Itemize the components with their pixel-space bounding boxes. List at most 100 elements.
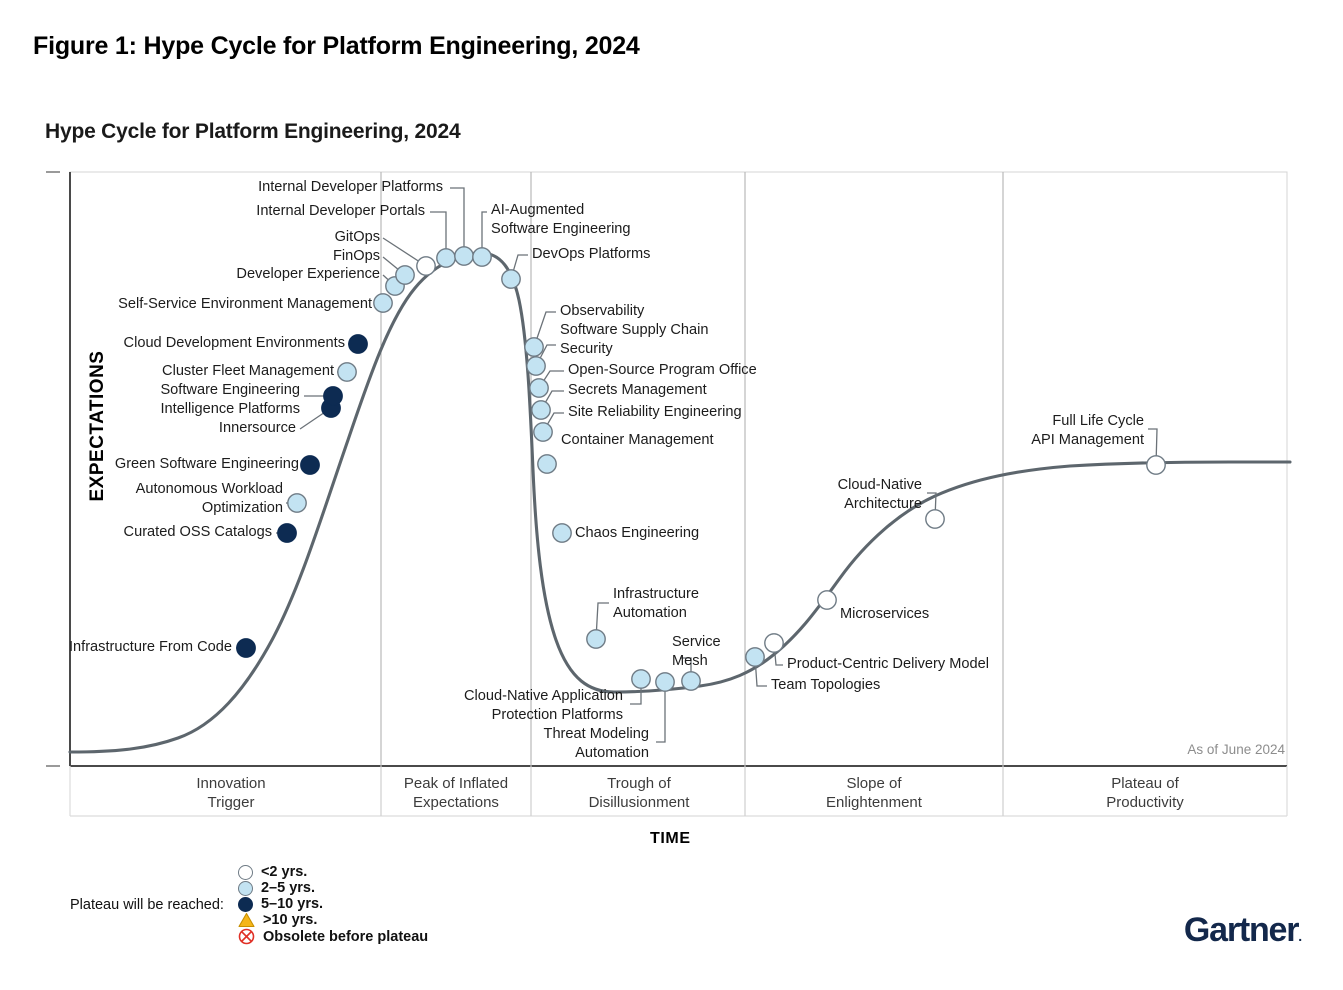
technology-label: Internal Developer Portals — [256, 202, 425, 221]
technology-label: Observability — [560, 302, 644, 321]
technology-dot[interactable]: Chaos Engineering — 2-5 yrs. — [552, 523, 572, 543]
technology-label-line: Container Management — [561, 432, 714, 448]
technology-label-line: Green Software Engineering — [114, 456, 299, 472]
technology-dot[interactable]: Service Mesh — 2-5 yrs. — [681, 671, 701, 691]
technology-dot[interactable]: Internal Developer Portals — 2-5 yrs. — [436, 248, 456, 268]
phase-label-4: Slope of Enlightenment — [764, 775, 984, 813]
technology-label-line: Product-Centric Delivery Model — [787, 656, 989, 672]
technology-label-line: GitOps — [334, 229, 380, 245]
technology-label-line: Chaos Engineering — [575, 525, 700, 541]
technology-dot[interactable]: Autonomous Workload Optimization — 2-5 y… — [287, 493, 307, 513]
legend-item-5[interactable]: Obsolete before plateau — [238, 928, 428, 945]
technology-label: AI-Augmented Software Engineering — [491, 201, 631, 238]
technology-dot[interactable]: FinOps — 2-5 yrs. — [395, 265, 415, 285]
phase-label-line: Innovation — [196, 775, 266, 792]
technology-label: Service Mesh — [672, 633, 721, 670]
legend-item-3[interactable]: 5–10 yrs. — [237, 896, 428, 912]
technology-dot[interactable]: Curated OSS Catalogs — 5-10 yrs. — [277, 523, 297, 543]
technology-dot[interactable]: Full Life Cycle API Management — <2 yrs. — [1146, 455, 1166, 475]
technology-dot[interactable]: Open-Source Program Office — 2-5 yrs. — [529, 378, 549, 398]
legend-item-1[interactable]: <2 yrs. — [237, 864, 428, 880]
technology-label: Infrastructure Automation — [613, 585, 699, 622]
technology-dot[interactable]: Self-Service Environment Management — 2-… — [373, 293, 393, 313]
technology-dot[interactable]: Observability — 2-5 yrs. — [524, 337, 544, 357]
technology-dots: Infrastructure From Code — 5-10 yrs. Cura… — [236, 246, 1166, 692]
technology-dot[interactable]: Infrastructure Automation — 2-5 yrs. — [586, 629, 606, 649]
technology-label-line: Protection Platforms — [491, 706, 623, 723]
technology-label-line: Threat Modeling — [543, 726, 649, 742]
circle-darkblue-icon — [237, 896, 253, 912]
technology-label-line: AI-Augmented — [491, 202, 585, 218]
technology-label-line: Intelligence Platforms — [160, 400, 300, 417]
circle-lightblue-icon — [237, 880, 253, 896]
technology-dot[interactable]: GitOps — <2 yrs. — [416, 256, 436, 276]
technology-label-line: Self-Service Environment Management — [118, 296, 372, 312]
technology-label-line: Mesh — [672, 652, 708, 669]
technology-dot[interactable]: Threat Modeling Automation — 2-5 yrs. — [655, 672, 675, 692]
technology-label-line: Infrastructure — [613, 586, 699, 602]
technology-label-line: Security — [560, 340, 613, 357]
technology-label-line: FinOps — [332, 248, 380, 264]
gartner-logo: Gartner. — [1183, 911, 1302, 950]
technology-label: Microservices — [840, 605, 929, 624]
technology-dot[interactable]: Cloud Development Environments — 5-10 yr… — [348, 334, 368, 354]
technology-label: Autonomous Workload Optimization — [136, 480, 283, 517]
technology-dot[interactable]: Cloud-Native Architecture — <2 yrs. — [925, 509, 945, 529]
phase-label-line: Plateau of — [1111, 775, 1179, 792]
technology-label: FinOps — [333, 247, 380, 266]
legend-item-2[interactable]: 2–5 yrs. — [237, 880, 428, 896]
technology-label-line: Automation — [613, 604, 687, 621]
technology-dot[interactable]: Software Engineering Intelligence Platfo… — [323, 386, 343, 406]
technology-label: Chaos Engineering — [575, 524, 699, 543]
technology-dot[interactable]: Site Reliability Engineering — 2-5 yrs. — [533, 422, 553, 442]
technology-dot[interactable]: DevOps Platforms — 2-5 yrs. — [501, 269, 521, 289]
obsolete-icon — [238, 928, 255, 945]
gartner-reg-mark: . — [1298, 928, 1302, 944]
technology-dot[interactable]: Cloud-Native Application Protection Plat… — [631, 669, 651, 689]
technology-dot[interactable]: Green Software Engineering — 5-10 yrs. — [300, 455, 320, 475]
technology-dot[interactable]: Infrastructure From Code — 5-10 yrs. — [236, 638, 256, 658]
technology-label-line: DevOps Platforms — [532, 246, 651, 262]
technology-label: Product-Centric Delivery Model — [787, 655, 989, 674]
hype-curve — [68, 251, 1292, 754]
technology-label: Cloud-Native Application Protection Platf… — [464, 687, 623, 724]
technology-label-line: Cloud-Native Application — [464, 688, 623, 704]
technology-dot[interactable]: Internal Developer Platforms — 2-5 yrs. — [454, 246, 474, 266]
circle-white-icon — [237, 864, 253, 880]
legend-item-label: 2–5 yrs. — [260, 880, 315, 896]
technology-label: Software Engineering Intelligence Platfor… — [160, 381, 300, 418]
leader-line — [656, 682, 666, 743]
technology-label-line: Site Reliability Engineering — [568, 404, 742, 420]
phase-label-line: Slope of — [846, 775, 902, 792]
technology-label-line: Cloud Development Environments — [123, 335, 345, 351]
legend-item-label: >10 yrs. — [262, 912, 318, 928]
technology-dot[interactable]: Team Topologies — 2-5 yrs. — [745, 647, 765, 667]
as-of-date: As of June 2024 — [1187, 742, 1285, 757]
leader-line — [1148, 428, 1158, 466]
technology-dot[interactable]: Software Supply Chain Security — 2-5 yrs… — [526, 356, 546, 376]
technology-label-line: Open-Source Program Office — [568, 362, 757, 378]
phase-label-line: Peak of Inflated — [403, 775, 509, 792]
phase-label-line: Trough of — [607, 775, 671, 792]
technology-dot[interactable]: Cluster Fleet Management — 2-5 yrs. — [337, 362, 357, 382]
legend: Plateau will be reached: <2 yrs. 2–5 yrs.… — [70, 864, 452, 945]
technology-dot[interactable]: Microservices — <2 yrs. — [817, 590, 837, 610]
phase-label-1: Innovation Trigger — [121, 775, 341, 813]
phase-label-line: Expectations — [413, 793, 499, 811]
technology-dot[interactable]: Product-Centric Delivery Model — <2 yrs. — [764, 633, 784, 653]
figure-title: Figure 1: Hype Cycle for Platform Engine… — [33, 32, 640, 60]
chart-title: Hype Cycle for Platform Engineering, 202… — [45, 120, 461, 143]
phase-label-line: Disillusionment — [588, 793, 690, 811]
technology-label: Innersource — [219, 419, 296, 438]
technology-dot[interactable]: Container Management — 2-5 yrs. — [537, 454, 557, 474]
technology-dot[interactable]: AI-Augmented Software Engineering — 2-5 … — [472, 247, 492, 267]
gartner-wordmark: Gartner — [1183, 911, 1300, 949]
technology-label: Self-Service Environment Management — [118, 295, 372, 314]
technology-label: Cloud Development Environments — [124, 334, 345, 353]
legend-item-4[interactable]: >10 yrs. — [238, 912, 428, 928]
technology-label-line: Cluster Fleet Management — [162, 363, 334, 379]
technology-dot[interactable]: Secrets Management — 2-5 yrs. — [531, 400, 551, 420]
technology-label: Green Software Engineering — [115, 455, 299, 474]
